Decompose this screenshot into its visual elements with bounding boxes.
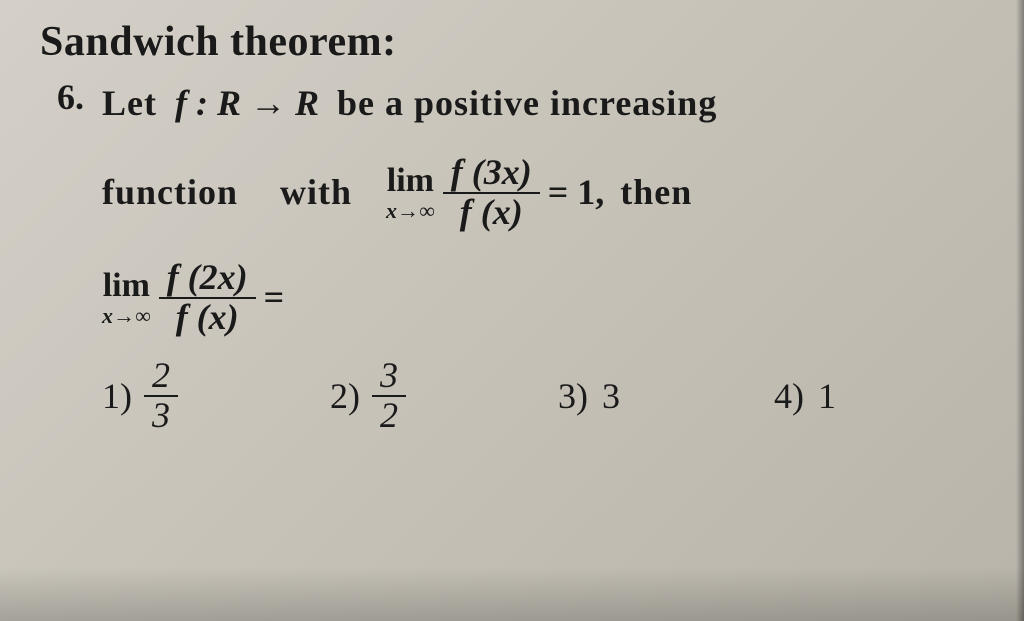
page-scan: Sandwich theorem: 6. Let f : R → R be a … bbox=[0, 0, 1024, 621]
stem-line-3: lim x→∞ f (2x) f (x) = bbox=[102, 259, 984, 337]
word-let: Let bbox=[102, 76, 157, 132]
frac-1-denom: f (x) bbox=[452, 194, 531, 232]
equals-2: = bbox=[264, 270, 285, 326]
option-2: 2) 3 2 bbox=[330, 357, 408, 435]
problem-number: 6. bbox=[40, 76, 84, 118]
option-4: 4) 1 bbox=[774, 375, 840, 417]
page-right-shadow bbox=[1016, 0, 1024, 621]
option-1-label: 1) bbox=[102, 375, 132, 417]
limit-2: lim x→∞ bbox=[102, 269, 151, 327]
word-function: function bbox=[102, 165, 238, 221]
problem-block: 6. Let f : R → R be a positive increasin… bbox=[40, 76, 984, 337]
math-fn-def: f : R → R bbox=[175, 76, 319, 132]
option-2-label: 2) bbox=[330, 375, 360, 417]
frac-1-numer: f (3x) bbox=[443, 154, 540, 192]
limit-1: lim x→∞ bbox=[386, 164, 435, 222]
lim-sub-2: x→∞ bbox=[102, 305, 151, 327]
frac-2-numer: f (2x) bbox=[159, 259, 256, 297]
lim-text-2: lim bbox=[103, 269, 150, 303]
frac-2-denom: f (x) bbox=[168, 299, 247, 337]
stem-line-1: Let f : R → R be a positive increasing bbox=[102, 76, 984, 132]
option-2-numer: 3 bbox=[372, 357, 406, 395]
option-4-value: 1 bbox=[818, 375, 836, 417]
option-4-label: 4) bbox=[774, 375, 804, 417]
options-row: 1) 2 3 2) 3 2 3) 3 4) 1 bbox=[102, 357, 984, 435]
lim-text-1: lim bbox=[387, 164, 434, 198]
equals-1: = 1, bbox=[548, 165, 605, 221]
option-2-denom: 2 bbox=[372, 397, 406, 435]
option-3: 3) 3 bbox=[558, 375, 624, 417]
option-2-frac: 3 2 bbox=[372, 357, 406, 435]
section-heading: Sandwich theorem: bbox=[40, 18, 984, 66]
option-3-label: 3) bbox=[558, 375, 588, 417]
frac-2: f (2x) f (x) bbox=[159, 259, 256, 337]
option-1-frac: 2 3 bbox=[144, 357, 178, 435]
frac-1: f (3x) f (x) bbox=[443, 154, 540, 232]
option-1-denom: 3 bbox=[144, 397, 178, 435]
problem-stem: Let f : R → R be a positive increasing f… bbox=[102, 76, 984, 337]
word-with: with bbox=[280, 165, 352, 221]
stem-line-2: function with lim x→∞ f (3x) f (x) = 1, … bbox=[102, 154, 984, 232]
option-1-numer: 2 bbox=[144, 357, 178, 395]
option-1: 1) 2 3 bbox=[102, 357, 180, 435]
page-bottom-shadow bbox=[0, 567, 1024, 621]
option-3-value: 3 bbox=[602, 375, 620, 417]
lim-sub-1: x→∞ bbox=[386, 200, 435, 222]
word-tail-1: be a positive increasing bbox=[337, 76, 717, 132]
word-then: then bbox=[620, 165, 692, 221]
